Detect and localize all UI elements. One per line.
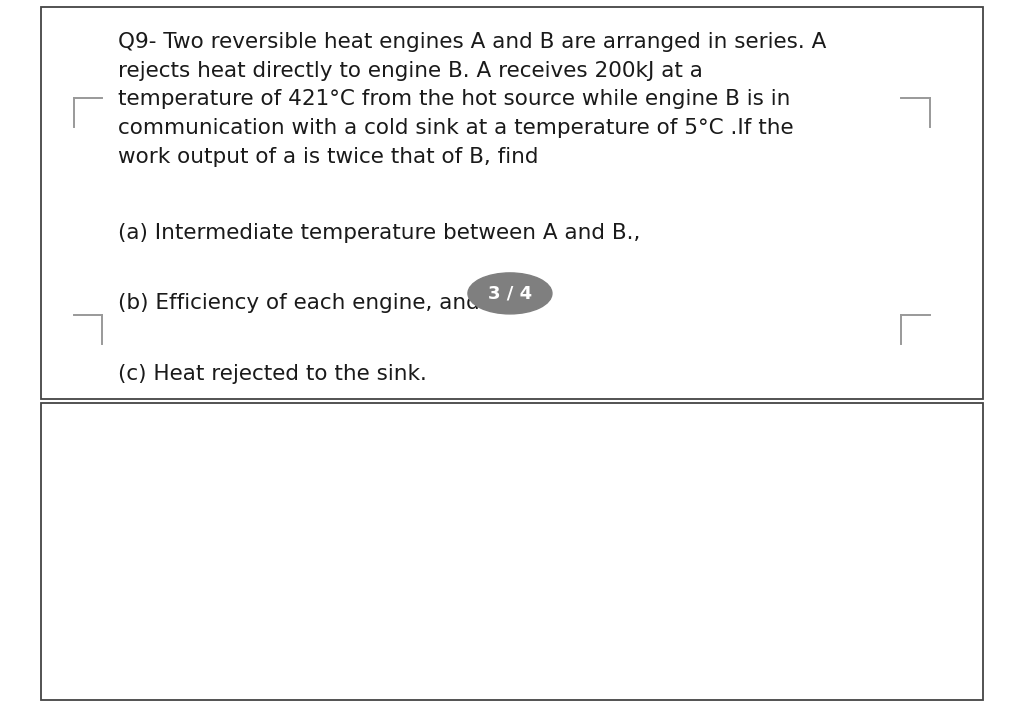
Text: (b) Efficiency of each engine, and.: (b) Efficiency of each engine, and.: [118, 293, 486, 313]
Ellipse shape: [468, 273, 552, 314]
Bar: [41, 403, 983, 700]
Text: (c) Heat rejected to the sink.: (c) Heat rejected to the sink.: [118, 364, 427, 384]
Text: (a) Intermediate temperature between A and B.,: (a) Intermediate temperature between A a…: [118, 223, 640, 243]
Text: 3 / 4: 3 / 4: [487, 284, 532, 303]
Bar: [41, 7, 983, 399]
Text: Q9- Two reversible heat engines A and B are arranged in series. A
rejects heat d: Q9- Two reversible heat engines A and B …: [118, 32, 826, 167]
